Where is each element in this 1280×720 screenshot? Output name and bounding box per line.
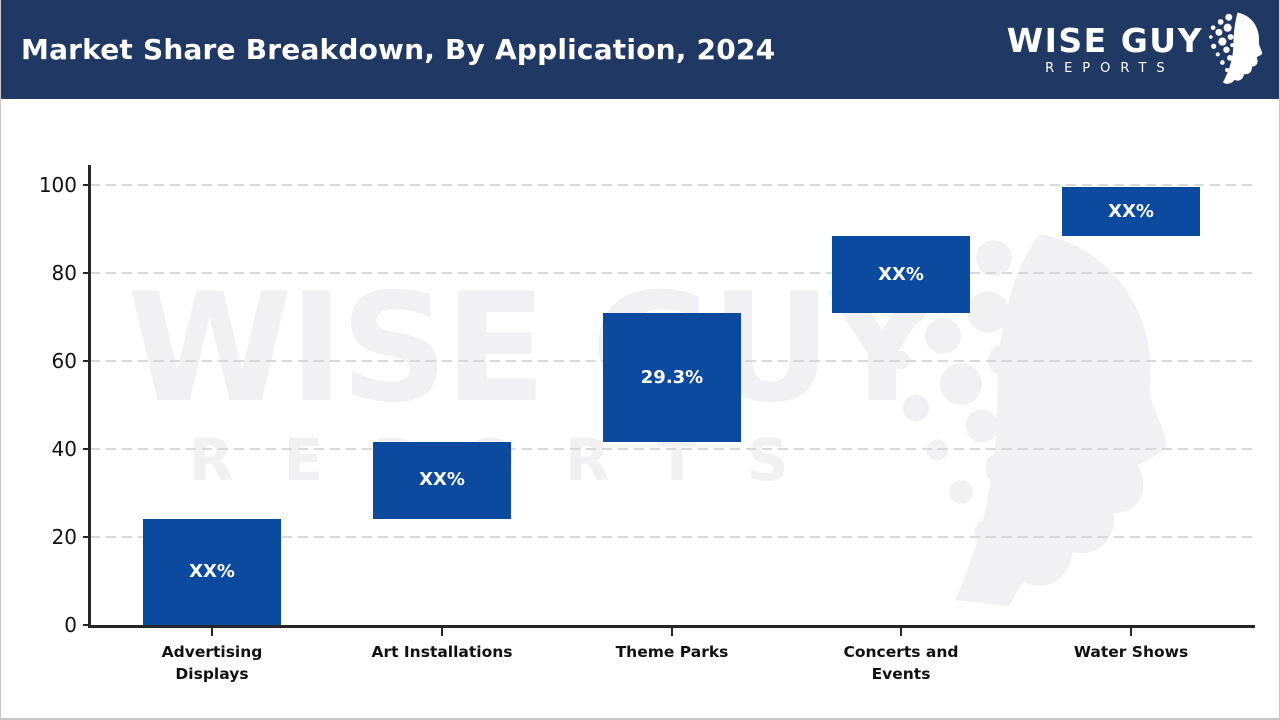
chart-title: Market Share Breakdown, By Application, … bbox=[21, 33, 776, 66]
y-tick-0 bbox=[83, 624, 90, 626]
logo-head-icon bbox=[1205, 9, 1263, 91]
logo-wordmark: WISE GUY bbox=[1006, 21, 1203, 60]
y-tick-label-0: 0 bbox=[64, 613, 77, 637]
category-label-1: Art Installations bbox=[371, 643, 513, 661]
gridline-40 bbox=[90, 448, 1255, 450]
logo-subtitle: REPORTS bbox=[1045, 61, 1175, 76]
gridline-100 bbox=[90, 184, 1255, 186]
category-label-3: Concerts and Events bbox=[843, 643, 959, 683]
wise-guy-reports-logo: WISE GUY REPORTS bbox=[1007, 9, 1263, 91]
y-tick-20 bbox=[83, 536, 90, 538]
gridline-80 bbox=[90, 272, 1255, 274]
bar-1 bbox=[373, 441, 511, 519]
bar-value-label-4: XX% bbox=[1108, 200, 1154, 222]
bar-2 bbox=[603, 313, 741, 442]
x-tick-2 bbox=[671, 628, 673, 636]
category-label-2: Theme Parks bbox=[615, 643, 729, 661]
y-tick-label-40: 40 bbox=[51, 437, 77, 461]
y-tick-label-80: 80 bbox=[51, 261, 77, 285]
y-axis-line bbox=[88, 165, 91, 628]
bar-0 bbox=[143, 518, 281, 625]
logo-text: WISE GUY REPORTS bbox=[1007, 24, 1203, 75]
bar-value-label-0: XX% bbox=[189, 560, 235, 582]
y-tick-60 bbox=[83, 360, 90, 362]
x-tick-0 bbox=[211, 628, 213, 636]
header-bar: Market Share Breakdown, By Application, … bbox=[1, 0, 1279, 99]
x-axis-line bbox=[88, 625, 1255, 628]
x-tick-1 bbox=[441, 628, 443, 636]
category-label-0: Advertising Displays bbox=[161, 643, 263, 683]
x-tick-3 bbox=[900, 628, 902, 636]
y-tick-80 bbox=[83, 272, 90, 274]
y-tick-label-100: 100 bbox=[38, 173, 77, 197]
category-label-4: Water Shows bbox=[1073, 643, 1189, 661]
bar-value-label-2: 29.3% bbox=[640, 366, 704, 388]
x-tick-4 bbox=[1130, 628, 1132, 636]
y-tick-100 bbox=[83, 184, 90, 186]
bar-4 bbox=[1062, 187, 1200, 237]
y-tick-label-20: 20 bbox=[51, 525, 77, 549]
gridline-20 bbox=[90, 536, 1255, 538]
bar-value-label-3: XX% bbox=[878, 263, 924, 285]
y-tick-label-60: 60 bbox=[51, 349, 77, 373]
bar-value-label-1: XX% bbox=[419, 469, 465, 491]
y-tick-40 bbox=[83, 448, 90, 450]
